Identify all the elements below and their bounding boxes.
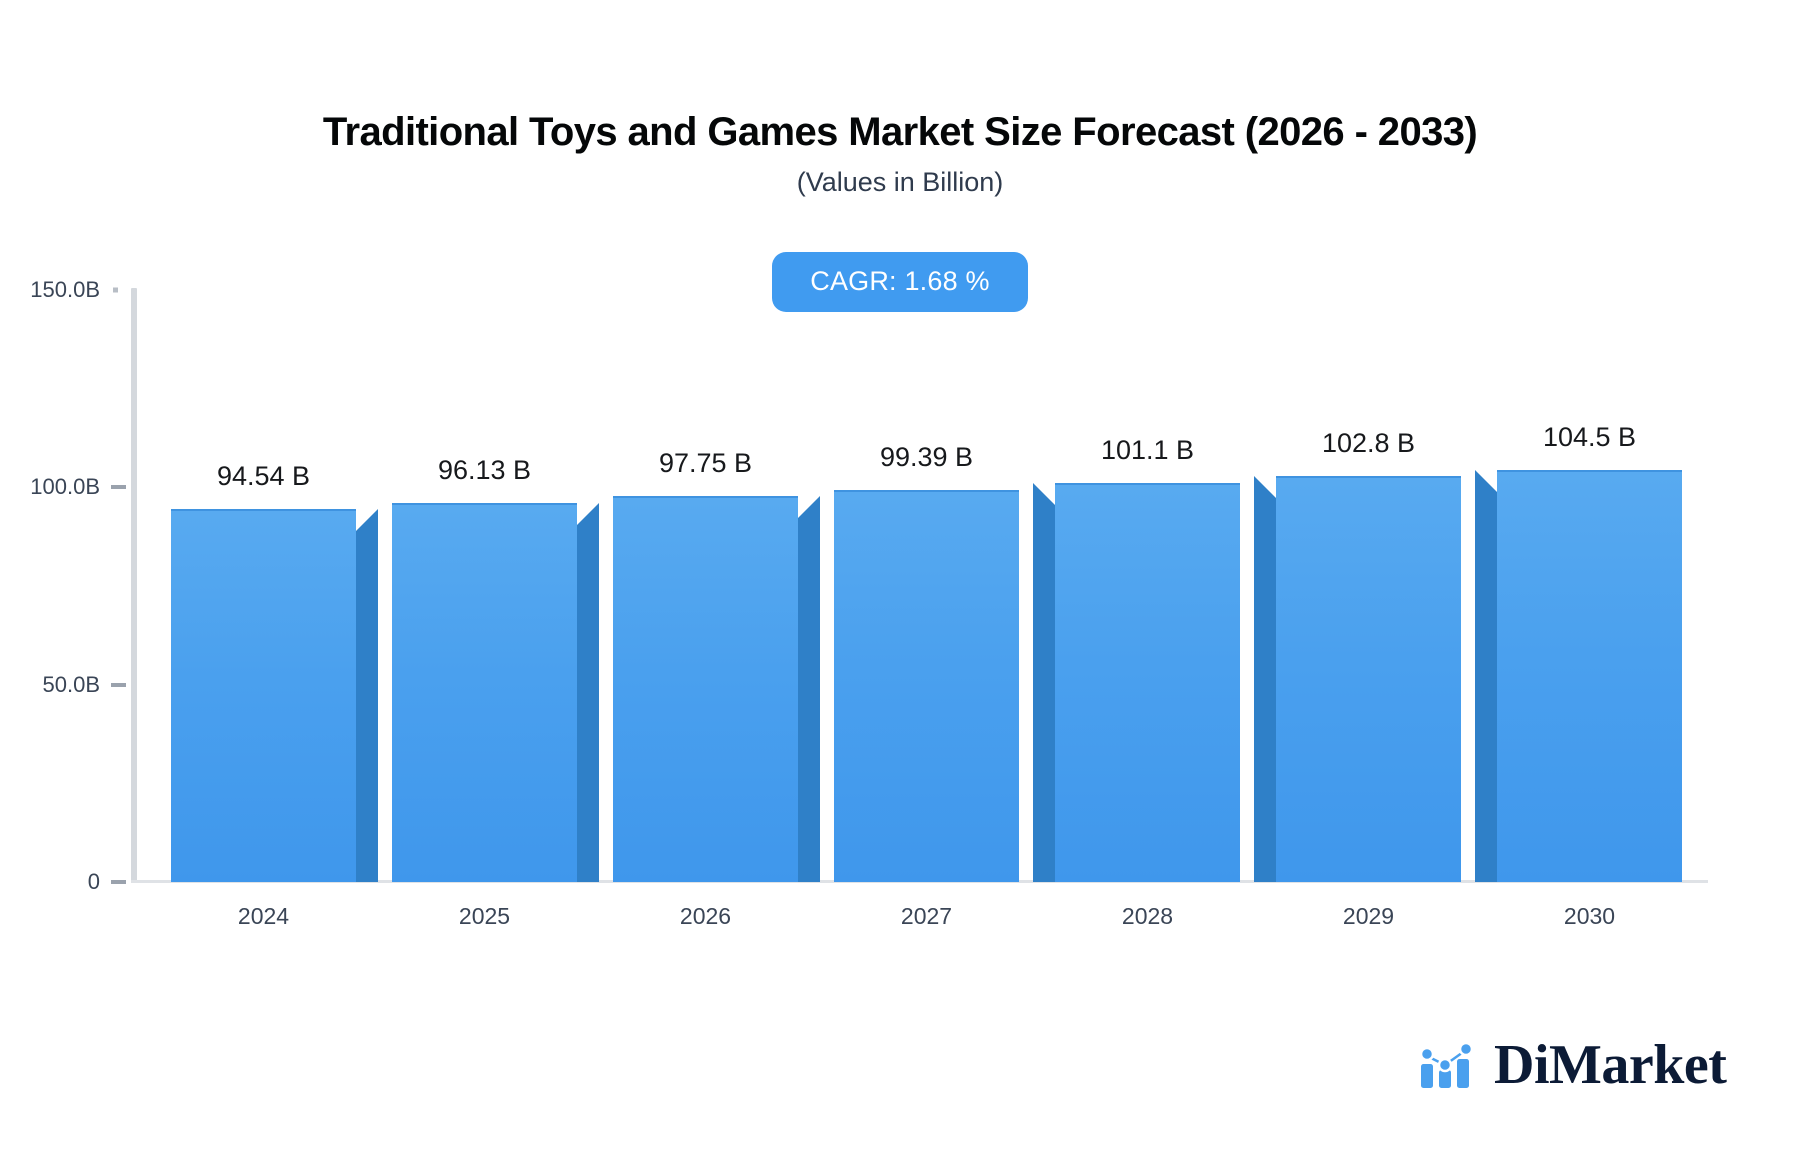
x-axis-tick-label: 2025 — [458, 903, 511, 929]
bar-top-bevel — [577, 502, 599, 525]
bar-value-label: 97.75 B — [658, 448, 753, 479]
x-axis-tick-label: 2027 — [900, 903, 953, 929]
bar-top-bevel — [356, 508, 378, 531]
bar[interactable] — [392, 502, 577, 882]
bar-top-bevel — [798, 496, 820, 519]
bar-value-label: 104.5 B — [1542, 421, 1637, 452]
y-axis-tick-label: 150.0B — [30, 277, 100, 302]
y-axis-tick-mark — [111, 485, 126, 490]
bar-top-bevel — [1033, 482, 1055, 505]
y-axis-tick-mark — [111, 880, 126, 884]
bar[interactable] — [1276, 476, 1461, 882]
watermark-logo: DiMarket — [1418, 1034, 1727, 1096]
bar[interactable] — [613, 496, 798, 882]
bar-chart-dots-icon — [1419, 1041, 1474, 1088]
bar[interactable] — [1497, 469, 1682, 882]
bar-side-face — [798, 518, 820, 882]
bar-side-face — [1254, 498, 1276, 882]
y-axis-tick-label: 100.0B — [30, 474, 100, 500]
bar-side-face — [1475, 491, 1497, 882]
bar[interactable] — [171, 508, 356, 882]
bar-side-face — [1033, 504, 1055, 882]
watermark-brand-text: DiMarket — [1494, 1034, 1727, 1096]
bar[interactable] — [834, 489, 1019, 882]
cagr-badge: CAGR: 1.68 % — [772, 252, 1028, 312]
x-axis-tick-label: 2028 — [1121, 903, 1174, 929]
y-axis-tick-label: 50.0B — [42, 671, 101, 697]
y-axis-tick-mark — [111, 682, 126, 687]
bar-value-label: 102.8 B — [1321, 428, 1416, 459]
bar-top-bevel — [1475, 469, 1497, 492]
bar-side-face — [577, 524, 599, 882]
bar[interactable] — [1055, 482, 1240, 882]
x-axis-tick-label: 2024 — [237, 903, 290, 929]
x-axis-tick-label: 2030 — [1563, 903, 1616, 929]
cagr-badge-container: CAGR: 1.68 % — [0, 252, 1800, 312]
bar-side-face — [356, 530, 378, 882]
bar-value-label: 94.54 B — [216, 460, 311, 491]
bar-value-label: 96.13 B — [437, 454, 532, 485]
y-axis-tick-label: 0 — [87, 869, 100, 894]
bar-value-label: 101.1 B — [1100, 434, 1195, 465]
bar-top-bevel — [1254, 476, 1276, 499]
bar-value-label: 99.39 B — [879, 441, 974, 472]
y-axis-tick-mark — [113, 287, 118, 293]
x-axis-tick-label: 2029 — [1342, 903, 1395, 929]
page-title: Traditional Toys and Games Market Size F… — [322, 110, 1478, 154]
y-axis-spine — [131, 288, 137, 883]
chart-subtitle: (Values in Billion) — [796, 167, 1004, 197]
x-axis-tick-label: 2026 — [679, 903, 732, 929]
